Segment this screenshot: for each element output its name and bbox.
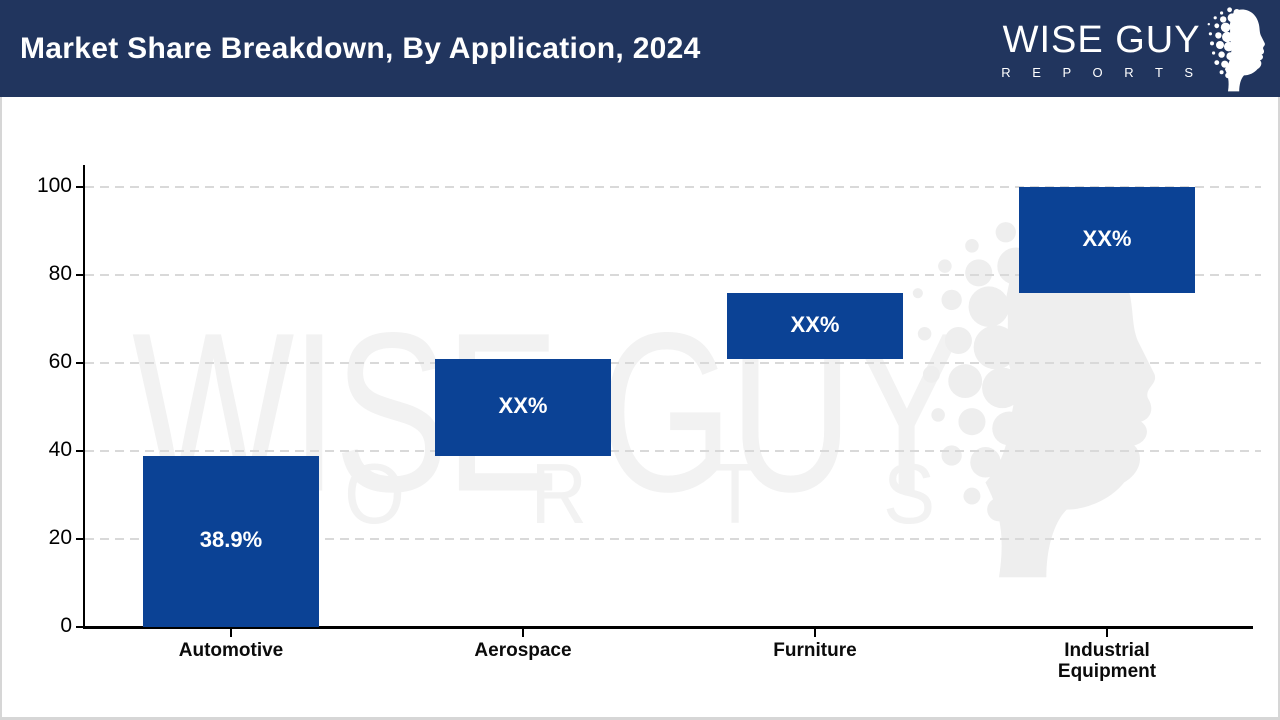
y-tick-label-20: 20 xyxy=(48,526,72,549)
y-tickmark-0 xyxy=(76,626,85,628)
brand-wordmark: WISE GUY xyxy=(1002,18,1201,61)
gridline-y-40 xyxy=(85,450,1261,452)
x-tickmark-3 xyxy=(1106,627,1108,637)
bar-industrial-equipment: XX% xyxy=(1019,187,1195,294)
bar-value-label: XX% xyxy=(498,393,548,419)
bar-value-label: 38.9% xyxy=(199,527,263,553)
page-title: Market Share Breakdown, By Application, … xyxy=(20,31,701,65)
y-tickmark-20 xyxy=(76,538,85,540)
brand-logo-text: WISE GUY R E P O R T S xyxy=(1001,19,1202,80)
x-tick-label-1: Aerospace xyxy=(474,640,572,661)
bar-furniture: XX% xyxy=(727,293,903,359)
bar-automotive: 38.9% xyxy=(143,455,319,627)
header-bar: Market Share Breakdown, By Application, … xyxy=(0,0,1280,97)
y-tick-label-60: 60 xyxy=(48,350,72,373)
watermark-dotted-head-icon xyxy=(912,222,1156,578)
gridline-y-80 xyxy=(85,274,1261,276)
x-tick-label-0: Automotive xyxy=(178,640,284,661)
gridline-y-60 xyxy=(85,362,1261,364)
x-tickmark-1 xyxy=(522,627,524,637)
gridline-y-100 xyxy=(85,186,1261,188)
x-tickmark-2 xyxy=(814,627,816,637)
x-tick-label-2: Furniture xyxy=(773,640,857,661)
gridline-y-20 xyxy=(85,538,1261,540)
x-axis-line xyxy=(83,626,1253,629)
x-tickmark-0 xyxy=(230,627,232,637)
y-tick-label-40: 40 xyxy=(48,438,72,461)
brand-logo: WISE GUY R E P O R T S xyxy=(1001,5,1270,93)
bar-value-label: XX% xyxy=(1082,226,1132,252)
brand-reports-text: R E P O R T S xyxy=(1001,64,1202,80)
y-tick-label-0: 0 xyxy=(60,614,72,637)
x-tick-label-3: Industrial Equipment xyxy=(1057,640,1157,682)
y-tickmark-80 xyxy=(76,274,85,276)
y-tickmark-60 xyxy=(76,362,85,364)
brand-dotted-head-icon xyxy=(1207,7,1265,92)
y-tick-label-100: 100 xyxy=(36,174,72,197)
y-tickmark-40 xyxy=(76,450,85,452)
y-tickmark-100 xyxy=(76,186,85,188)
y-axis-line xyxy=(83,165,85,629)
bar-value-label: XX% xyxy=(790,311,840,337)
bar-aerospace: XX% xyxy=(435,358,611,456)
y-tick-label-80: 80 xyxy=(48,262,72,285)
